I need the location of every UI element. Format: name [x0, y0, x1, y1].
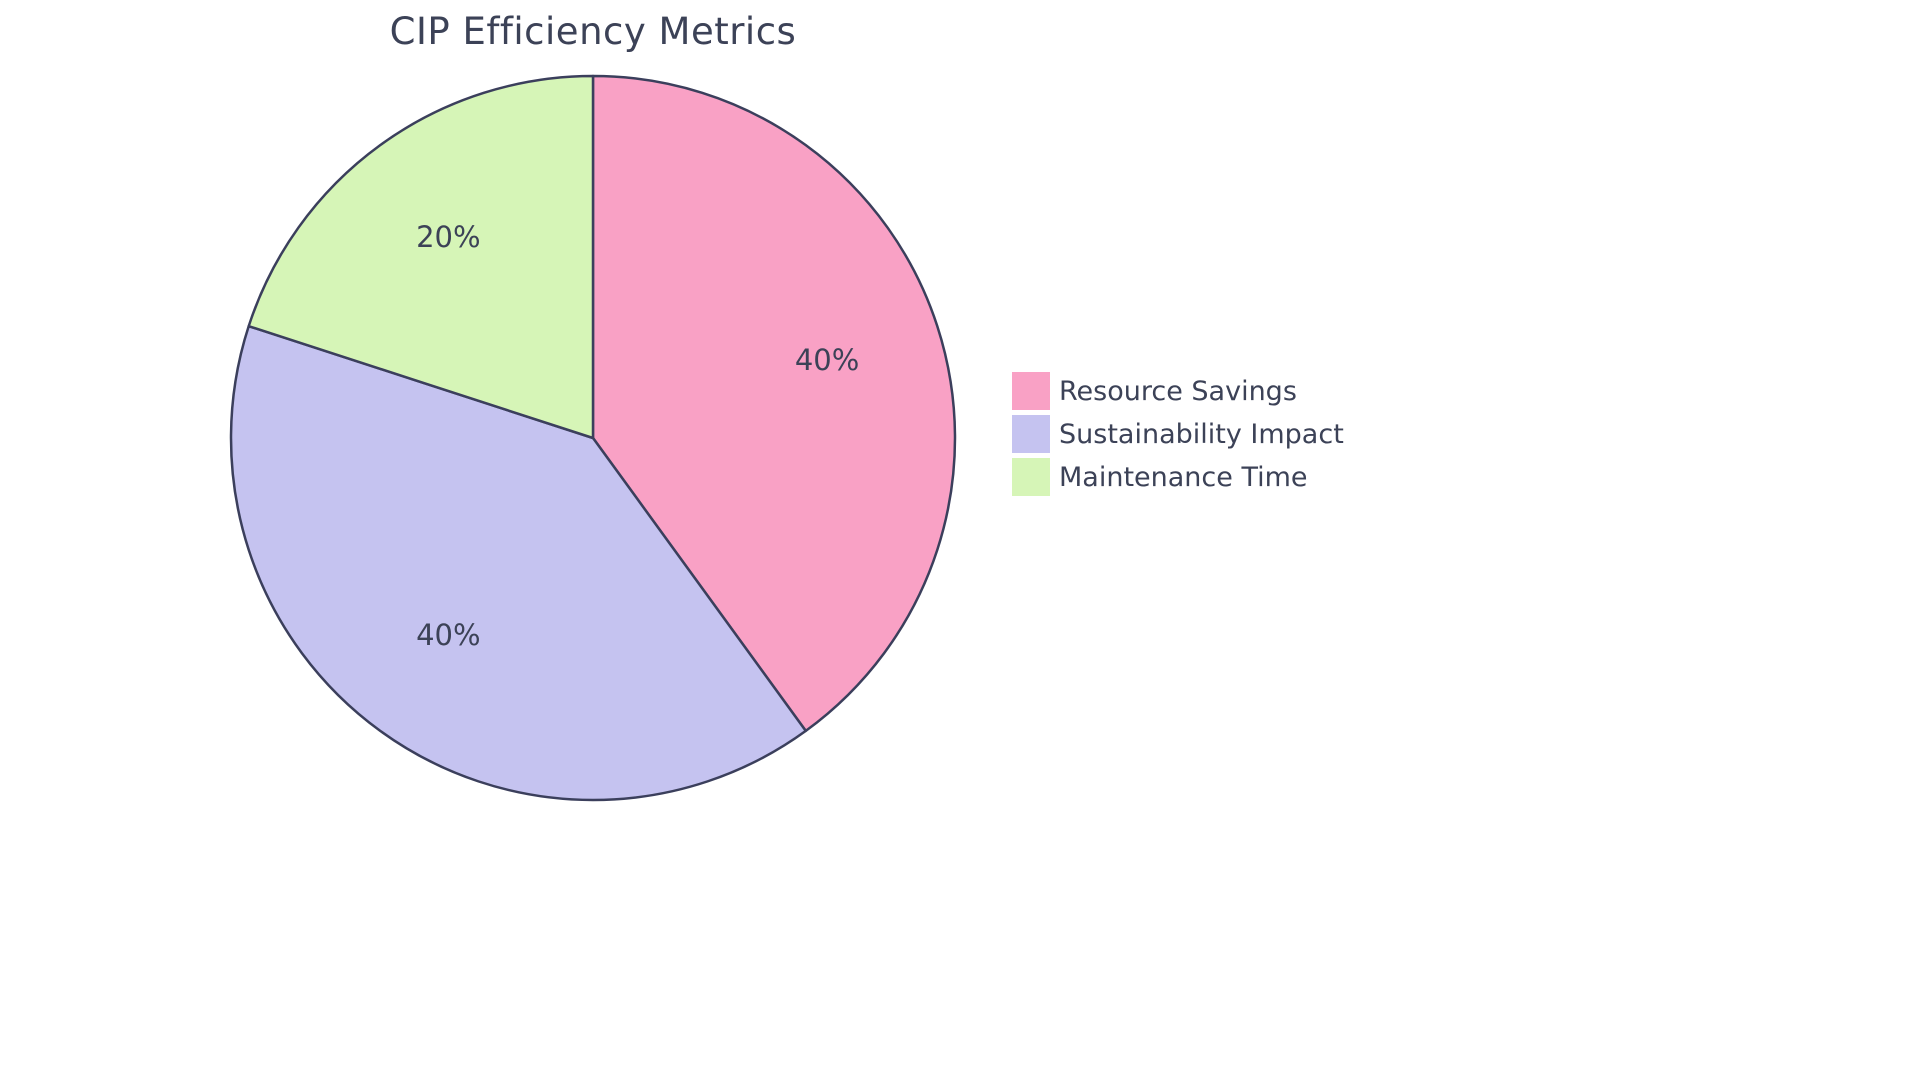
legend-item-resource-savings: Resource Savings	[1012, 372, 1344, 410]
legend-label-sustainability-impact: Sustainability Impact	[1059, 418, 1344, 450]
pie-slice-maintenance-time	[247, 74, 595, 440]
legend-label-resource-savings: Resource Savings	[1059, 375, 1297, 407]
slice-percentage-label-sustainability-impact: 40%	[416, 618, 480, 652]
legend-swatch-resource-savings	[1012, 372, 1050, 410]
chart-title: CIP Efficiency Metrics	[389, 10, 797, 53]
legend-swatch-maintenance-time	[1012, 458, 1050, 496]
pie-slice-resource-savings	[591, 74, 957, 733]
legend-label-maintenance-time: Maintenance Time	[1059, 461, 1308, 493]
slice-percentage-label-resource-savings: 40%	[795, 343, 859, 377]
legend-swatch-sustainability-impact	[1012, 415, 1050, 453]
legend-item-sustainability-impact: Sustainability Impact	[1012, 415, 1344, 453]
chart-legend: Resource Savings Sustainability Impact Mai…	[1012, 372, 1344, 496]
pie-slice-sustainability-impact	[229, 324, 808, 802]
slice-percentage-label-maintenance-time: 20%	[416, 220, 480, 254]
legend-item-maintenance-time: Maintenance Time	[1012, 458, 1344, 496]
